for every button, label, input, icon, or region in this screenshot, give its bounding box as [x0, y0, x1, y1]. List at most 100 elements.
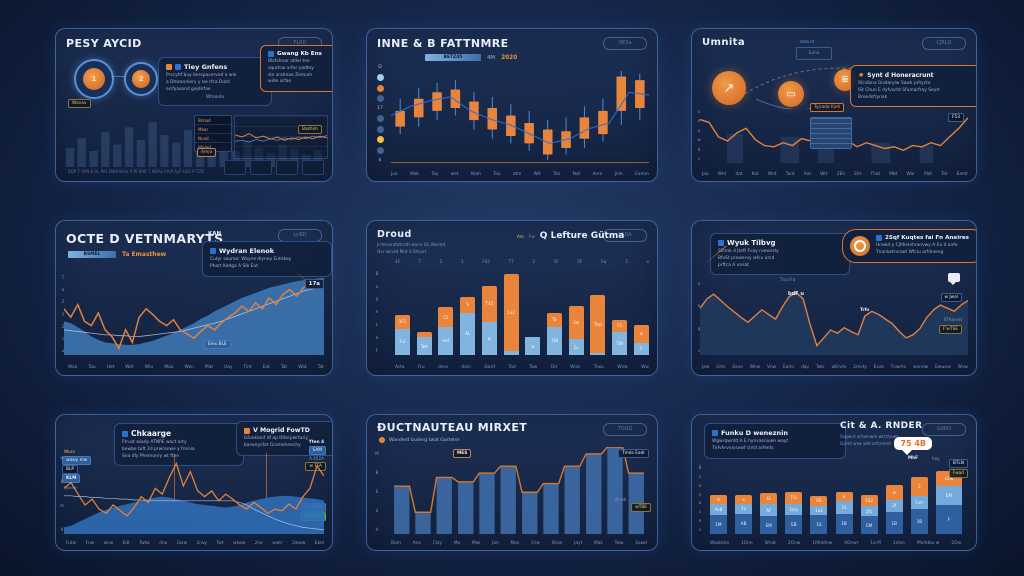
triple-stacked-chart: w AvB 1M e 1u AB t2 AF EM 71L 1sty EB ES 1u1 1S e 1S 1B 1S… — [710, 461, 962, 534]
x-axis-labels: Barn Ana Clay Mu Mwi Jan Man Friw Shan Jayt Mak Tww… — [391, 541, 647, 546]
panel-journey-line: Umnita CJRLD seta m Eana ↗ ▭ ≣ Tyjrada K… — [691, 28, 977, 182]
stacked-bar: Twt — [416, 267, 432, 355]
callout-line: Wgwrqwntd A E hynvasniuen wayt — [712, 439, 789, 444]
panel-action-pill[interactable]: HESa — [603, 37, 647, 50]
callout-line: sle arahnae Zemum — [268, 72, 313, 78]
right-label: Yten 4 — [308, 439, 324, 444]
stacked-bar: Ta TJN — [547, 267, 563, 355]
mountain-chart — [700, 277, 968, 355]
stacked-bar: S AL — [460, 267, 476, 355]
thumbnail[interactable] — [276, 160, 298, 175]
right-note: A 452A — [308, 456, 324, 461]
panel-action-pill[interactable]: CJRLD — [922, 37, 966, 50]
stacked-bar: 1F1 F.U — [395, 267, 410, 355]
callout-line: ecifyasond gejdirfae — [166, 86, 211, 92]
panel-action-pill[interactable]: GdRO — [922, 423, 966, 436]
spiky-line-chart — [64, 451, 324, 534]
step-circle-2-label: 2 — [132, 70, 150, 88]
stacked-bar: e 1u AB — [735, 461, 753, 534]
callout-line: Gfunkianf df ap tfderpwrtariy — [244, 436, 309, 441]
bar-top-marks: 4F T 2 1 F42 T7 2 1F 2F Fw 2 e — [395, 259, 649, 264]
left-label-yellow: Wuru — [64, 449, 76, 454]
dashboard-grid: PESY AYCID FLRD 1 2 Wanav Tiey Gnfens Pr… — [55, 28, 977, 551]
right-badge-yellow: Fwad — [948, 469, 968, 478]
stacked-bar: ES 1u1 1S — [810, 461, 828, 534]
callout-title: Wydran Elenok — [219, 247, 275, 255]
stacked-bar-chart: 1F1 F.U Twt C2 eat S AL T42 w 1u2 w Ta TJN 2w 2u Trwl F2… — [395, 267, 649, 355]
annotation: Tna Fra — [780, 277, 796, 282]
callout-note: Wydran Elenok Cutyr saurae: Wayne diyney… — [202, 241, 332, 277]
thumbnail[interactable] — [224, 160, 246, 175]
thumbnail[interactable] — [250, 160, 272, 175]
callout-left: Funku D weneznin Wgwrqwntd A E hynvasniu… — [704, 423, 846, 459]
callout-line: Cutyr saurae: Wayne diyney Eutdkey — [210, 257, 292, 262]
x-axis-labels: Jua Mab Tay wet Nam Tau atm Wit Tan Nat Anm Jnm Eamm — [391, 172, 649, 177]
footer-ticker: BDP T APN E AL PAL BWP Bma P W BAR T MBA… — [68, 169, 204, 174]
stacked-bar: T42 w — [481, 267, 497, 355]
callout-line: bewbe tuft 2d prwranwe y fcenia — [122, 446, 195, 452]
callout-insight: ★ Synt d Honeracrunt Sfcsibna Grataryiw S… — [850, 65, 976, 108]
panel-process-overview: PESY AYCID FLRD 1 2 Wanav Tiey Gnfens Pr… — [55, 28, 333, 182]
panel-title: ĐUCTNAUTEAU MIRXET — [377, 421, 528, 434]
panel-title: Umnita — [702, 37, 746, 48]
callout-line: Ftrust wiady ATNPE wact arty — [122, 440, 187, 445]
callout-line: Sfcmk d Jteft Fcay ruewarty — [718, 249, 779, 254]
panel-market-area: OCTE D VETNMARYTS LnBD BSMEL Ta Emasthew… — [55, 220, 333, 376]
bar-chip: hay — [932, 456, 940, 461]
callout-title: Chkaarge — [131, 429, 172, 438]
callout-line: Blzfvhnar afdel tne — [268, 59, 310, 64]
vehicle-icon: ▭ — [778, 81, 804, 107]
callout-line: squrtcw arfer yadtey — [268, 65, 314, 71]
panel-volatility: LaSDr Chkaarge Ftrust wiady ATNPE wact a… — [55, 414, 333, 551]
mini-table-button[interactable]: Am/a — [197, 148, 217, 157]
icon-glyph: ▭ — [786, 88, 796, 100]
chat-bubble-icon[interactable] — [948, 273, 960, 285]
x-axis-labels: Waa Tau Uet Wet Wru Mau Wen Mat Uay Tint Eat Tat Wat… — [68, 365, 324, 370]
panel-action-pill[interactable]: LRDA — [603, 229, 647, 242]
orange-square-icon — [166, 64, 172, 70]
panel-desc-2: Ovr wined Mut d Shsurt — [377, 249, 427, 254]
star-icon: ★ — [858, 71, 865, 79]
panel-title: PESY AYCID — [66, 37, 142, 50]
callout-primary: Tiey Gnfens Prscytif buy berspaverved a … — [158, 57, 272, 107]
stacked-bar: e 1S 1B — [835, 461, 853, 534]
info-icon — [122, 430, 128, 437]
header-title: Q Lefture Gütma — [539, 231, 625, 241]
thumbnail[interactable] — [302, 160, 324, 175]
callout-title: Wyuk Tilbvg — [727, 239, 776, 247]
callout-line: a Dhwanniery y sw rfca Dutd — [166, 79, 230, 85]
callout-line: Phart Kedga A Sib Eut — [210, 263, 258, 269]
mini-data-screen — [810, 117, 852, 149]
panel-title: INNE & B FATTNMRE — [377, 37, 509, 50]
value-speech-bubble: 75 4B — [894, 437, 932, 455]
callout-title: Synt d Honeracrunt — [867, 71, 934, 79]
legend-bar: BETZ45 — [425, 54, 481, 61]
legend-row: BETZ45 4M 2020 — [425, 54, 517, 61]
bar-step-chart — [391, 447, 647, 534]
callout-secondary: Gwang Kb Ens Blzfvhnar afdel tne squrtcw… — [260, 45, 332, 93]
trend-up-icon: ↗ — [712, 71, 746, 105]
right-note: W adr — [614, 497, 627, 502]
top-outline-box: Eana — [796, 47, 832, 60]
x-axis-labels: Jaw Grtv Eave Wnw Vnw Eamr dqv Twtr wErvte 2mvty E… — [702, 365, 968, 370]
callout-pointer-line — [174, 455, 175, 503]
callout-line: prftca A unsat — [718, 262, 749, 268]
callout-left: Chkaarge Ftrust wiady ATNPE wact arty be… — [114, 423, 244, 467]
callout-line: ISt Chun E dyfvscht Sfumarfray Seyrt — [858, 87, 940, 93]
chart-badge: Bazhim — [298, 125, 322, 134]
x-axis-labels: Futw Fnw wcw Edt Twtw drw Gww 2rwy Twt wtww 2rw wwt… — [66, 541, 324, 546]
bottom-badge[interactable]: Ems BLE — [204, 340, 231, 349]
legend-row: Wanderd buderg twat Garteter — [379, 437, 460, 443]
callout-line: Sna dfy Phemonry wt fthe — [122, 453, 179, 459]
thumbnail-row — [224, 160, 324, 175]
mid-chip-label-2: Kjeti — [830, 105, 841, 110]
callout-title: 2Sqf Kuqtes fai Fn Aneires — [885, 235, 970, 241]
stacked-bar: Trwl — [590, 267, 606, 355]
panel-action-pill[interactable]: TOGO — [603, 423, 647, 436]
left-badge: wawy mw — [62, 456, 92, 465]
callout-title: Tiey Gnfens — [184, 63, 228, 71]
flag-icon — [175, 64, 181, 70]
